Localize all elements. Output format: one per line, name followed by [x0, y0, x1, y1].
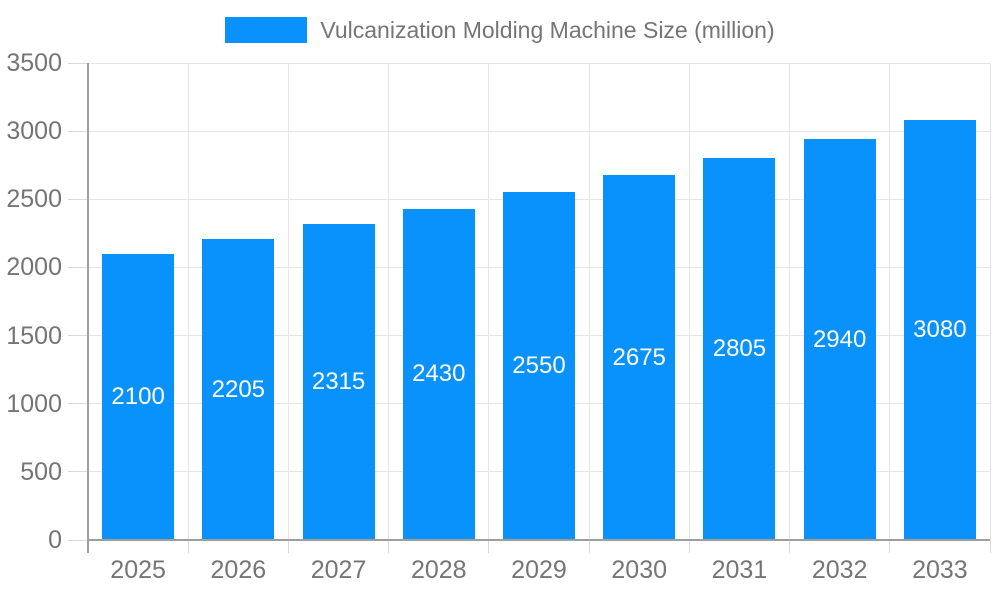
bar-text: 2205 — [211, 375, 266, 403]
bar-text: 2550 — [512, 352, 566, 380]
bar-text: 2805 — [712, 334, 767, 362]
x-axis-tick-label-text: 2031 — [711, 556, 768, 584]
y-axis-tick — [68, 198, 88, 200]
bar-text: 2315 — [311, 368, 366, 396]
y-gridline — [88, 130, 990, 132]
y-axis-tick — [68, 62, 88, 64]
y-axis-tick — [68, 539, 88, 541]
y-axis-tick-label-text: 1500 — [6, 321, 62, 350]
y-axis-tick-label-text: 500 — [20, 457, 62, 486]
x-axis-tick-label-text: 2026 — [210, 556, 267, 584]
y-axis-tick-label-text: 0 — [48, 526, 62, 554]
y-axis-tick-label-text: 3500 — [6, 49, 62, 77]
y-axis-tick-label: 3000 — [0, 117, 62, 145]
x-axis-tick-label: 2025 — [88, 556, 188, 584]
x-axis-tick — [989, 540, 991, 553]
y-axis-tick-label-text: 3000 — [6, 117, 62, 146]
x-gridline — [889, 63, 891, 540]
bar: 2550 — [503, 192, 575, 540]
x-axis-tick-label: 2030 — [589, 556, 689, 584]
x-axis-tick-label-text: 2025 — [110, 556, 166, 584]
x-axis-tick — [688, 540, 690, 553]
y-axis-tick-label: 1500 — [0, 322, 62, 350]
y-axis-tick — [68, 130, 88, 132]
x-axis-tick-label: 2031 — [689, 556, 789, 584]
y-axis-tick — [68, 335, 88, 337]
x-axis-tick — [789, 540, 791, 553]
x-axis-tick — [889, 540, 891, 553]
bar: 2100 — [102, 253, 175, 540]
x-axis-tick — [488, 540, 490, 553]
bar: 3080 — [903, 120, 976, 540]
x-axis-tick-label-text: 2028 — [410, 556, 467, 584]
x-axis-tick-label: 2032 — [790, 556, 890, 584]
y-axis-tick-label-text: 1000 — [6, 389, 62, 418]
legend-swatch — [225, 17, 308, 43]
x-axis-tick-label-text: 2032 — [811, 556, 868, 584]
y-axis-tick-label-text: 2000 — [6, 253, 62, 282]
y-axis-tick-label-text: 2500 — [6, 185, 62, 214]
x-gridline — [588, 63, 590, 540]
bar: 2430 — [402, 208, 475, 540]
x-axis-tick — [187, 540, 189, 553]
y-axis-tick — [68, 266, 88, 268]
x-axis-tick-label-text: 2030 — [611, 556, 668, 584]
x-gridline — [789, 63, 791, 540]
bar: 2205 — [202, 239, 275, 540]
y-gridline — [88, 62, 990, 64]
x-gridline — [388, 63, 390, 540]
x-axis-tick — [588, 540, 590, 553]
x-axis-tick-label-text: 2033 — [912, 556, 968, 584]
bar-text: 3080 — [913, 316, 967, 344]
bar-text: 2430 — [412, 360, 466, 388]
x-gridline — [187, 63, 189, 540]
y-axis-tick-label: 2000 — [0, 253, 62, 281]
y-axis-tick — [68, 471, 88, 473]
x-axis-tick-label: 2033 — [890, 556, 990, 584]
x-axis-tick-label: 2026 — [188, 556, 288, 584]
bar-text: 2940 — [812, 325, 867, 353]
bar: 2805 — [703, 157, 776, 540]
y-axis-tick-label: 500 — [0, 458, 62, 486]
x-gridline — [287, 63, 289, 540]
x-axis-tick — [388, 540, 390, 553]
x-gridline — [688, 63, 690, 540]
y-axis-tick — [68, 403, 88, 405]
bar-text: 2100 — [111, 382, 165, 410]
x-axis-tick-label-text: 2029 — [511, 556, 567, 584]
legend-label: Vulcanization Molding Machine Size (mill… — [320, 17, 775, 43]
x-axis-tick-label: 2029 — [489, 556, 589, 584]
y-axis-tick-label: 0 — [0, 526, 62, 554]
x-axis-tick-label: 2027 — [288, 556, 388, 584]
y-axis-tick-label: 1000 — [0, 390, 62, 418]
x-axis-tick — [287, 540, 289, 553]
bar: 2315 — [302, 224, 375, 540]
x-axis-tick-label-text: 2027 — [310, 556, 367, 584]
y-axis-tick-label: 2500 — [0, 185, 62, 213]
x-axis-tick-label: 2028 — [389, 556, 489, 584]
bar: 2675 — [603, 175, 676, 540]
x-gridline — [989, 63, 991, 540]
y-axis-tick-label: 3500 — [0, 49, 62, 77]
bar: 2940 — [803, 139, 876, 540]
x-axis-line — [88, 539, 990, 541]
legend-item[interactable]: Vulcanization Molding Machine Size (mill… — [0, 17, 1000, 43]
y-axis-line — [87, 63, 89, 553]
x-gridline — [488, 63, 490, 540]
bar-text: 2675 — [612, 343, 666, 371]
